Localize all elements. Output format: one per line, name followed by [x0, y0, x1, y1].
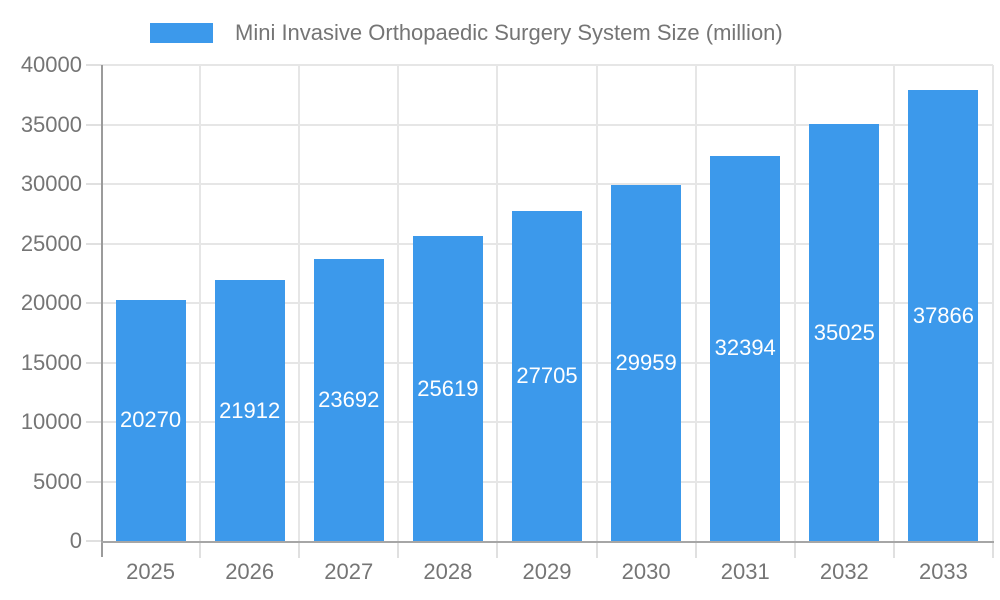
y-tick-label: 10000: [20, 409, 82, 434]
x-axis-tick: [595, 543, 598, 558]
bar[interactable]: [412, 236, 483, 541]
x-axis-tick: [793, 543, 796, 558]
x-axis-tick: [892, 543, 895, 558]
x-axis-tick: [992, 543, 994, 558]
y-tick-label: 15000: [20, 349, 82, 375]
x-axis-tick: [199, 543, 202, 558]
h-gridline: [101, 183, 993, 185]
x-axis-tick: [397, 543, 400, 558]
x-tick-label: 2030: [621, 559, 671, 584]
v-gridline: [496, 65, 499, 541]
bar[interactable]: [214, 280, 285, 541]
x-tick-label: 2027: [324, 559, 374, 584]
v-gridline: [892, 65, 895, 541]
y-axis-tick: [86, 183, 101, 185]
x-axis-tick: [298, 543, 301, 558]
y-tick-label: 35000: [20, 111, 82, 137]
bar[interactable]: [115, 299, 186, 541]
legend-label: Mini Invasive Orthopaedic Surgery System…: [235, 20, 783, 45]
y-axis-tick: [86, 242, 101, 245]
y-axis-tick: [86, 540, 101, 542]
y-axis-tick: [86, 64, 101, 66]
y-axis-tick: [86, 123, 101, 126]
v-gridline: [595, 65, 598, 541]
v-gridline: [397, 65, 400, 541]
v-gridline: [793, 65, 796, 541]
v-gridline: [992, 65, 994, 541]
v-gridline: [199, 65, 202, 541]
y-tick-label: 40000: [20, 52, 82, 77]
y-tick-label: 20000: [20, 290, 82, 315]
y-axis-tick: [86, 302, 101, 304]
bar[interactable]: [908, 90, 979, 541]
x-tick-label: 2025: [126, 559, 176, 584]
x-axis-tick: [694, 543, 697, 558]
x-tick-label: 2032: [819, 559, 869, 584]
bar[interactable]: [710, 155, 781, 541]
y-axis-tick: [86, 361, 101, 364]
bar[interactable]: [611, 184, 682, 541]
bar[interactable]: [512, 211, 582, 541]
y-tick-label: 0: [69, 528, 82, 553]
x-tick-label: 2026: [225, 559, 275, 584]
h-gridline: [101, 64, 993, 66]
y-axis-line: [101, 65, 103, 557]
legend-item[interactable]: Mini Invasive Orthopaedic Surgery System…: [150, 13, 783, 53]
y-tick-label: 30000: [20, 171, 82, 196]
x-tick-label: 2033: [918, 559, 968, 584]
h-gridline: [101, 123, 993, 126]
plot-area: 20270 21912 23692 25619 27705 29959 32394 35025…: [101, 64, 994, 541]
x-tick-label: 2029: [522, 559, 572, 584]
y-tick-label: 5000: [33, 468, 82, 494]
x-tick-label: 2031: [720, 559, 770, 584]
bar[interactable]: [809, 124, 880, 541]
y-tick-label: 25000: [20, 230, 82, 256]
x-axis-tick: [496, 543, 499, 558]
x-axis-line: [101, 541, 994, 543]
v-gridline: [298, 65, 301, 541]
bar[interactable]: [313, 259, 384, 541]
legend-swatch: [150, 23, 213, 43]
y-axis-tick: [86, 480, 101, 483]
v-gridline: [694, 65, 697, 541]
x-tick-label: 2028: [423, 559, 473, 584]
y-axis-tick: [86, 421, 101, 423]
